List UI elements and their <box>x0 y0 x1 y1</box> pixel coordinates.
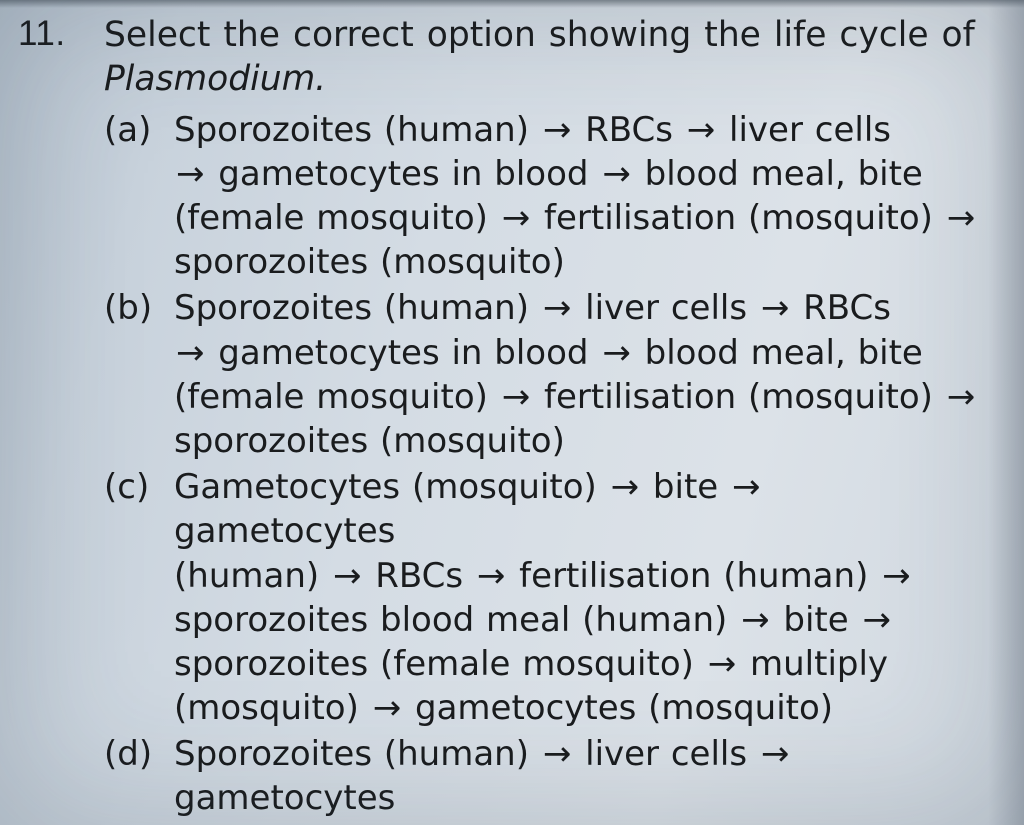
question-text: Select the correct option showing the li… <box>104 14 990 102</box>
option-body: Sporozoites (human) → liver cells → RBCs… <box>174 288 977 461</box>
arrow-icon: → <box>500 375 533 419</box>
arrow-icon: → <box>685 108 718 152</box>
arrow-icon: → <box>945 375 978 419</box>
arrow-icon: → <box>739 598 772 642</box>
arrow-icon: → <box>323 821 356 825</box>
option-a: (a) Sporozoites (human) → RBCs → liver c… <box>104 108 990 285</box>
arrow-icon: → <box>174 331 207 375</box>
question-number: 11. <box>18 14 66 54</box>
option-body: Sporozoites (human) → RBCs → liver cells… <box>174 110 977 283</box>
option-letter: (d) <box>104 732 152 776</box>
arrow-icon: → <box>945 196 978 240</box>
arrow-icon: → <box>759 286 792 330</box>
option-c: (c) Gametocytes (mosquito) → bite → game… <box>104 465 990 730</box>
question-line1: Select the correct option showing the li… <box>104 15 975 55</box>
option-body: Sporozoites (human) → liver cells → game… <box>174 734 971 825</box>
arrow-icon: → <box>371 686 404 730</box>
arrow-icon: → <box>331 554 364 598</box>
arrow-icon: → <box>861 598 894 642</box>
arrow-icon: → <box>541 732 574 776</box>
options-list: (a) Sporozoites (human) → RBCs → liver c… <box>104 108 990 825</box>
question-line2-italic: Plasmodium. <box>104 59 326 99</box>
option-d: (d) Sporozoites (human) → liver cells → … <box>104 732 990 825</box>
arrow-icon: → <box>706 642 739 686</box>
arrow-icon: → <box>541 108 574 152</box>
arrow-icon: → <box>541 286 574 330</box>
option-letter: (b) <box>104 286 152 330</box>
arrow-icon: → <box>500 196 533 240</box>
arrow-icon: → <box>759 732 792 776</box>
arrow-icon: → <box>475 554 508 598</box>
option-body: Gametocytes (mosquito) → bite → gametocy… <box>174 467 913 728</box>
arrow-icon: → <box>174 152 207 196</box>
arrow-icon: → <box>730 465 763 509</box>
arrow-icon: → <box>609 465 642 509</box>
option-letter: (a) <box>104 108 151 152</box>
option-b: (b) Sporozoites (human) → liver cells → … <box>104 286 990 463</box>
option-letter: (c) <box>104 465 149 509</box>
arrow-icon: → <box>600 152 633 196</box>
question-block: 11. Select the correct option showing th… <box>18 14 990 825</box>
page: 11. Select the correct option showing th… <box>0 0 1024 825</box>
arrow-icon: → <box>600 331 633 375</box>
arrow-icon: → <box>880 554 913 598</box>
